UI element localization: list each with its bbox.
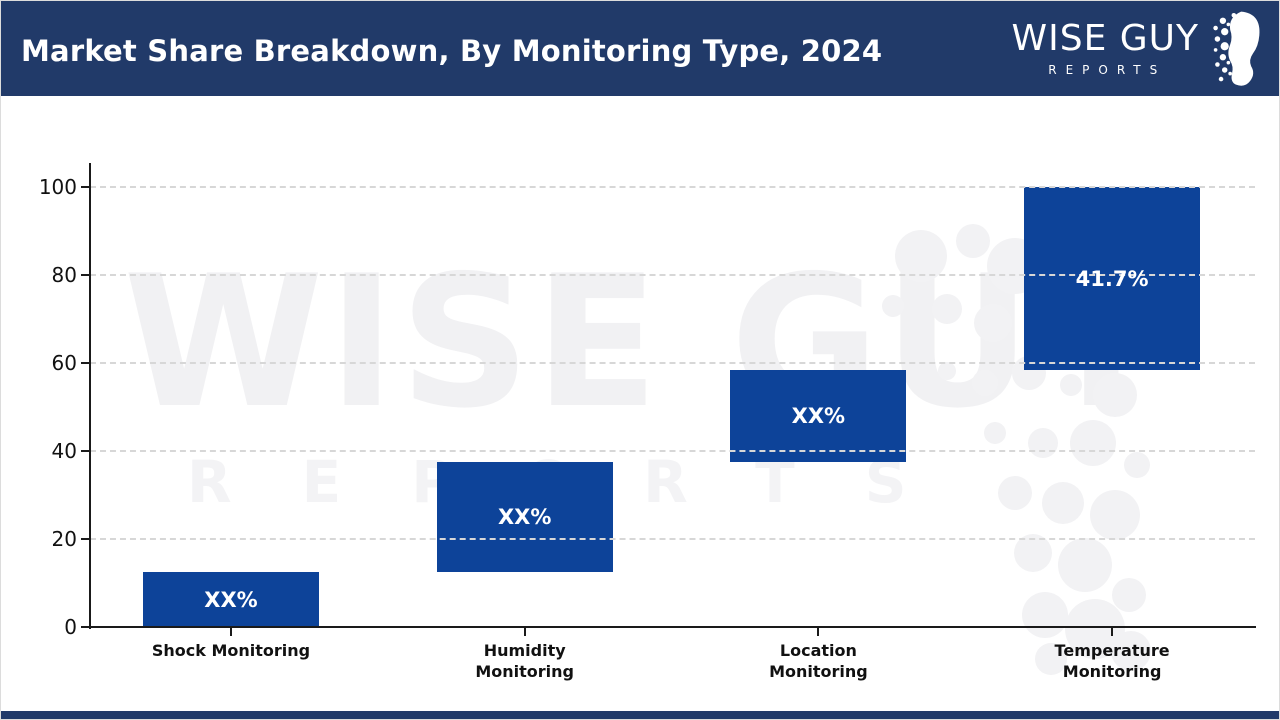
logo-wordmark: WISE GUY REPORTS [1011,17,1200,77]
x-axis-category-line: Shock Monitoring [151,641,311,660]
y-axis-tick [81,274,89,276]
bar-value-label: XX% [497,505,552,529]
y-axis-tick [81,450,89,452]
x-axis-category-label: Location Monitoring [688,640,948,682]
chart-bar [143,572,319,627]
x-axis-category-line: Temperature [1054,641,1170,660]
y-axis-line [89,163,91,629]
chart-bar [730,370,907,462]
x-axis-category-label: Temperature Monitoring [982,640,1242,682]
chart-title: Market Share Breakdown, By Monitoring Ty… [21,33,883,68]
x-axis-category-label: Shock Monitoring [101,640,361,661]
gridline [90,450,1255,452]
logo-brand-name: WISE GUY [1011,17,1199,59]
y-axis-tick-label: 20 [51,527,77,551]
x-axis-tick [817,628,820,636]
report-footer [1,711,1279,719]
x-axis-category-line: Humidity [483,641,566,660]
gridline [90,186,1255,188]
bar-value-label: 41.7% [1075,266,1149,291]
wise-guy-logo: WISE GUY REPORTS [1012,8,1266,90]
bar-value-label: XX% [791,404,846,429]
chart-bar [436,462,613,572]
y-axis-tick-label: 0 [64,615,77,639]
wise-guy-face-icon [1213,11,1260,86]
x-axis-line [89,626,1256,628]
x-axis-tick [1111,628,1114,636]
gridline [90,362,1255,364]
x-axis-category-line: Monitoring [1062,662,1162,681]
y-axis-tick-label: 80 [51,263,77,287]
y-axis-tick [81,186,89,188]
x-axis-category-line: Location [779,641,857,660]
bar-value-label: XX% [204,587,258,612]
y-axis-tick [81,362,89,364]
gridline [90,274,1255,276]
y-axis-tick-label: 100 [38,175,77,199]
report-header: Market Share Breakdown, By Monitoring Ty… [1,1,1279,96]
y-axis-tick-label: 40 [51,439,77,463]
x-axis-tick [523,628,526,636]
y-axis-tick [81,538,89,540]
x-axis-category-line: Monitoring [475,662,575,681]
x-axis-tick [230,628,232,636]
y-axis-tick-label: 60 [51,351,77,375]
gridline [90,538,1255,540]
x-axis-category-label: Humidity Monitoring [395,640,655,682]
x-axis-category-line: Monitoring [769,662,868,681]
y-axis-tick [81,626,89,628]
logo-brand-subtitle: REPORTS [1048,62,1167,77]
